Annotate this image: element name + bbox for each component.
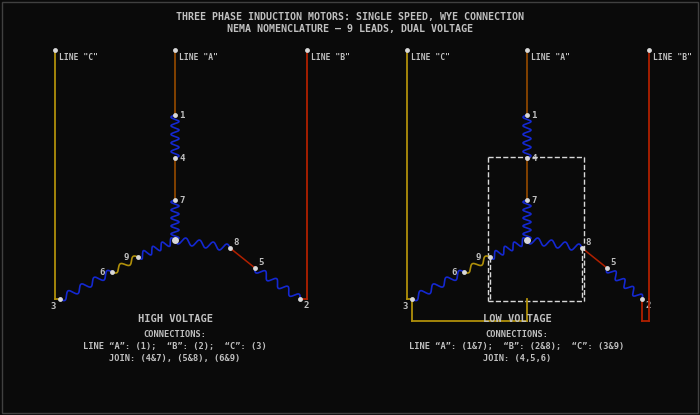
- Text: CONNECTIONS:: CONNECTIONS:: [486, 330, 549, 339]
- Text: LOW VOLTAGE: LOW VOLTAGE: [482, 314, 552, 324]
- Text: 6: 6: [99, 268, 104, 276]
- Text: LINE "C": LINE "C": [411, 54, 450, 63]
- Text: 4: 4: [531, 154, 536, 163]
- Text: 5: 5: [610, 257, 615, 266]
- Text: 5: 5: [258, 257, 263, 266]
- Text: JOIN: (4&7), (5&8), (6&9): JOIN: (4&7), (5&8), (6&9): [109, 354, 241, 363]
- Text: 6: 6: [451, 268, 456, 276]
- Text: NEMA NOMENCLATURE – 9 LEADS, DUAL VOLTAGE: NEMA NOMENCLATURE – 9 LEADS, DUAL VOLTAG…: [227, 24, 473, 34]
- Text: LINE "C": LINE "C": [59, 54, 98, 63]
- Text: HIGH VOLTAGE: HIGH VOLTAGE: [137, 314, 213, 324]
- Text: LINE “A”: (1);  “B”: (2);  “C”: (3): LINE “A”: (1); “B”: (2); “C”: (3): [83, 342, 267, 351]
- Text: 2: 2: [645, 300, 650, 310]
- Text: 7: 7: [179, 195, 184, 205]
- Text: JOIN: (4,5,6): JOIN: (4,5,6): [483, 354, 551, 363]
- Text: 1: 1: [531, 110, 536, 120]
- Text: 3: 3: [50, 302, 55, 310]
- Text: 2: 2: [303, 300, 309, 310]
- Text: 4: 4: [179, 154, 184, 163]
- Text: LINE “A”: (1&7);  “B”: (2&8);  “C”: (3&9): LINE “A”: (1&7); “B”: (2&8); “C”: (3&9): [410, 342, 624, 351]
- Text: 9: 9: [124, 252, 130, 261]
- Text: LINE "B": LINE "B": [311, 54, 350, 63]
- Text: 9: 9: [476, 252, 482, 261]
- Text: LINE "B": LINE "B": [653, 54, 692, 63]
- Text: CONNECTIONS:: CONNECTIONS:: [144, 330, 206, 339]
- Text: 8: 8: [585, 237, 590, 247]
- Text: 1: 1: [179, 110, 184, 120]
- Text: THREE PHASE INDUCTION MOTORS: SINGLE SPEED, WYE CONNECTION: THREE PHASE INDUCTION MOTORS: SINGLE SPE…: [176, 12, 524, 22]
- Text: 7: 7: [531, 195, 536, 205]
- Text: 3: 3: [402, 302, 407, 310]
- Text: 8: 8: [233, 237, 239, 247]
- Text: LINE "A": LINE "A": [531, 54, 570, 63]
- Text: LINE "A": LINE "A": [179, 54, 218, 63]
